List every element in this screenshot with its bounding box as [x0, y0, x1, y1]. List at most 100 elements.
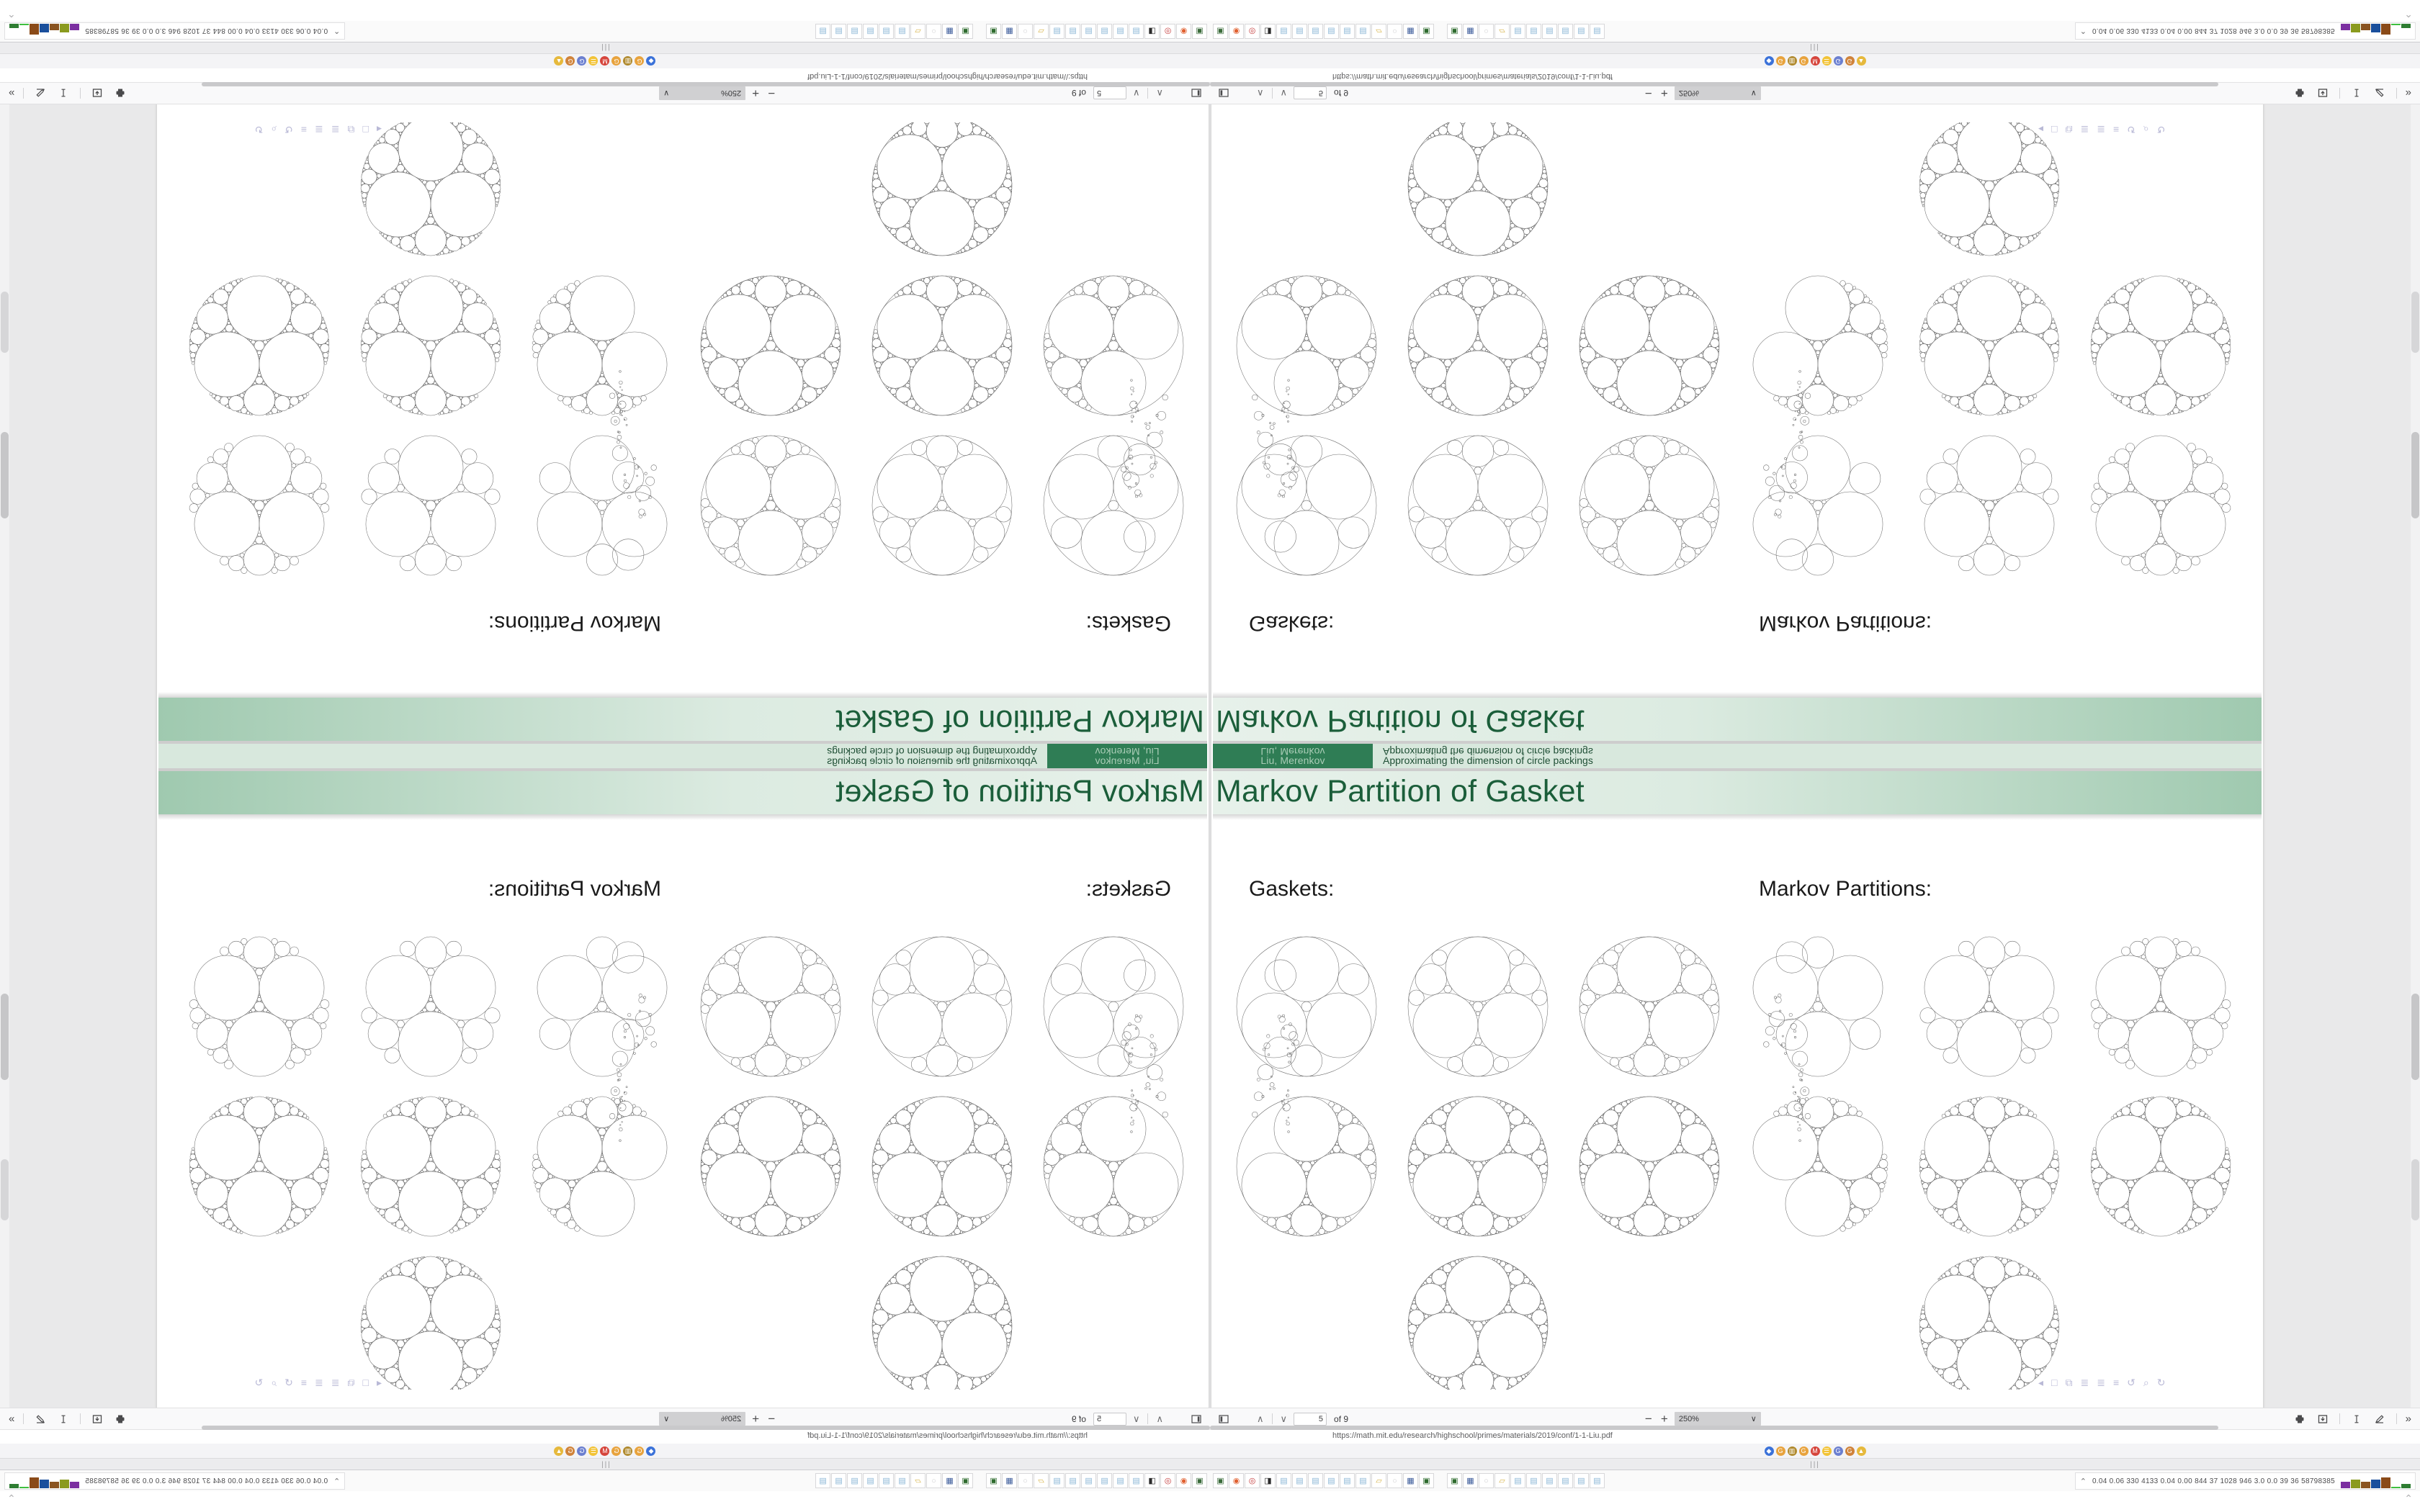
zoom-in-button[interactable]: +	[752, 1411, 760, 1426]
nav-prev-slide-icon[interactable]: ⧉	[347, 124, 355, 135]
window-grip-bar[interactable]: |||	[0, 1458, 1210, 1470]
download-icon[interactable]	[2315, 86, 2331, 102]
system-monitor-expand-icon[interactable]: ⌃	[333, 26, 341, 35]
taskbar-doc-11[interactable]: ▤	[831, 24, 846, 39]
taskbar-doc-8[interactable]: ▤	[1526, 24, 1541, 39]
mit-primes-favicon[interactable]: ▲	[1856, 1446, 1866, 1456]
beamer-nav-controls[interactable]: ◂ □ ⧉ ≣ ≣ ≡ ↺ ⌕ ↻	[255, 1377, 382, 1389]
pdf-scroll-thumb-secondary[interactable]	[2411, 1159, 2419, 1220]
more-tools-button[interactable]: »	[2405, 87, 2411, 99]
system-monitor[interactable]: ⌃ 0.04 0.06 330 4133 0.04 0.00 844 37 10…	[2074, 1472, 2416, 1490]
taskbar-image-viewer[interactable]: ◨	[1260, 24, 1276, 39]
page-up-button[interactable]: ∧	[1257, 88, 1264, 99]
google-favicon[interactable]: G	[635, 56, 645, 66]
page-number-input[interactable]: 5	[1294, 86, 1327, 100]
taskbar-doc-12[interactable]: ▤	[1590, 24, 1605, 39]
mit-primes-favicon[interactable]: ▲	[554, 56, 564, 66]
nav-prev-frame-icon[interactable]: ≣	[331, 124, 340, 135]
taskbar-app-red[interactable]: ◎	[1245, 24, 1260, 39]
nav-prev-slide-icon[interactable]: ⧉	[2065, 1377, 2073, 1388]
system-monitor-expand-icon[interactable]: ⌃	[333, 1477, 341, 1486]
window-grip-bar[interactable]: |||	[1210, 1458, 2420, 1470]
taskbar-monitor[interactable]: ▣	[986, 24, 1001, 39]
nav-frame-icon[interactable]: □	[2051, 1377, 2058, 1388]
taskbar-terminal[interactable]: ▣	[1213, 1473, 1228, 1488]
taskbar-monitor-2[interactable]: ▣	[958, 24, 973, 39]
taskbar-doc-8[interactable]: ▤	[879, 1473, 894, 1488]
page-up-button[interactable]: ∧	[1156, 88, 1163, 99]
taskbar-monitor-2[interactable]: ▣	[1447, 1473, 1462, 1488]
taskbar-app-group-right[interactable]: ▣ ▦ ○ ▱ ▤ ▤ ▤ ▤ ▤ ▤	[815, 1473, 976, 1488]
taskbar-firefox[interactable]: ◉	[1229, 1473, 1244, 1488]
print-icon[interactable]	[112, 86, 128, 102]
nav-toc-icon[interactable]: ≡	[2112, 124, 2120, 135]
taskbar-doc-7[interactable]: ▤	[895, 24, 910, 39]
taskbar-doc-6[interactable]: ▤	[1355, 24, 1371, 39]
taskbar-doc-11[interactable]: ▤	[1574, 1473, 1589, 1488]
taskbar-doc-1[interactable]: ▤	[1129, 24, 1144, 39]
print-icon[interactable]	[2292, 1411, 2308, 1427]
pdf-scroll-thumb-secondary[interactable]	[2411, 292, 2419, 353]
sidebar-toggle-icon[interactable]	[1216, 86, 1232, 102]
pdf-scroll-thumb[interactable]	[1, 432, 9, 518]
nav-frame-icon[interactable]: □	[2051, 124, 2058, 135]
taskbar-doc-1[interactable]: ▤	[1276, 24, 1291, 39]
nav-prev-slide-icon[interactable]: ⧉	[2065, 124, 2073, 135]
pdf-scroll-thumb[interactable]	[2411, 994, 2419, 1080]
google-docs-favicon[interactable]: G	[1798, 56, 1809, 66]
taskbar-blank[interactable]: ○	[1387, 1473, 1402, 1488]
mathworks-favicon[interactable]: M	[1810, 1446, 1820, 1456]
google-scholar-favicon[interactable]: G	[577, 56, 587, 66]
nav-prev-slide-icon[interactable]: ⧉	[347, 1377, 355, 1388]
taskbar-doc-1[interactable]: ▤	[1276, 1473, 1291, 1488]
google-favicon[interactable]: G	[1775, 56, 1785, 66]
taskbar-monitor[interactable]: ▣	[986, 1473, 1001, 1488]
taskbar-blank-2[interactable]: ○	[926, 1473, 941, 1488]
text-select-icon[interactable]	[2349, 86, 2365, 102]
taskbar-monitor[interactable]: ▣	[1419, 1473, 1434, 1488]
taskbar-floppy-hd[interactable]: ▦	[1002, 1473, 1017, 1488]
panel-collapse-icon[interactable]: ⌃	[2404, 1493, 2413, 1504]
taskbar-doc-9[interactable]: ▤	[863, 1473, 878, 1488]
page-horizontal-scrollbar[interactable]	[202, 1426, 1210, 1430]
taskbar-folder[interactable]: ▱	[1034, 1473, 1049, 1488]
taskbar-app-red[interactable]: ◎	[1160, 1473, 1175, 1488]
taskbar-app-group-left[interactable]: ▣ ◉ ◎ ◨ ▤ ▤ ▤ ▤ ▤ ▤ ▱ ○ ▦ ▣	[1210, 1473, 1434, 1488]
taskbar-firefox[interactable]: ◉	[1229, 24, 1244, 39]
taskbar-doc-10[interactable]: ▤	[847, 1473, 862, 1488]
taskbar-doc-2[interactable]: ▤	[1113, 1473, 1128, 1488]
text-select-icon[interactable]	[2349, 1411, 2365, 1427]
more-tools-button[interactable]: »	[9, 1413, 15, 1425]
taskbar-doc-2[interactable]: ▤	[1113, 24, 1128, 39]
taskbar-floppy-hd[interactable]: ▦	[1403, 24, 1418, 39]
taskbar-floppy-64[interactable]: ▦	[942, 1473, 957, 1488]
google-favicon[interactable]: G	[635, 1446, 645, 1456]
page-number-input[interactable]: 5	[1294, 1412, 1327, 1426]
panel-collapse-icon[interactable]: ⌃	[2404, 8, 2413, 19]
nav-prev-frame-icon[interactable]: ≣	[331, 1377, 340, 1388]
taskbar-doc-4[interactable]: ▤	[1081, 24, 1096, 39]
mit-primes-favicon[interactable]: ▲	[1856, 56, 1866, 66]
nav-toc-icon[interactable]: ≡	[2112, 1377, 2120, 1388]
taskbar-doc-10[interactable]: ▤	[1558, 1473, 1573, 1488]
browser-tab-strip[interactable]: ◆ G ▥ G M ☰ G G ▲	[0, 1444, 1210, 1458]
firefox-favicon[interactable]: ◆	[1764, 56, 1774, 66]
zoom-select[interactable]: 250% ∨	[659, 1412, 746, 1426]
page-down-button[interactable]: ∨	[1280, 1413, 1288, 1424]
taskbar-doc-2[interactable]: ▤	[1292, 24, 1307, 39]
taskbar-doc-4[interactable]: ▤	[1081, 1473, 1096, 1488]
taskbar-app-red[interactable]: ◎	[1160, 24, 1175, 39]
taskbar-doc-7[interactable]: ▤	[1510, 1473, 1525, 1488]
taskbar-app-group-right[interactable]: ▣ ▦ ○ ▱ ▤ ▤ ▤ ▤ ▤ ▤	[1444, 1473, 1605, 1488]
taskbar-monitor[interactable]: ▣	[1419, 24, 1434, 39]
google-docs-favicon[interactable]: G	[611, 56, 622, 66]
nav-forward-icon[interactable]: ↻	[254, 1377, 264, 1388]
taskbar-app-group-right[interactable]: ▣ ▦ ○ ▱ ▤ ▤ ▤ ▤ ▤ ▤	[1444, 24, 1605, 39]
pdf-scroll-thumb-secondary[interactable]	[1, 292, 9, 353]
window-grip-bar[interactable]: |||	[1210, 42, 2420, 54]
taskbar-terminal[interactable]: ▣	[1192, 1473, 1207, 1488]
sidebar-toggle-icon[interactable]	[1188, 86, 1204, 102]
page-down-button[interactable]: ∨	[1132, 1413, 1140, 1424]
nav-search-icon[interactable]: ⌕	[271, 124, 277, 135]
taskbar-doc-1[interactable]: ▤	[1129, 1473, 1144, 1488]
